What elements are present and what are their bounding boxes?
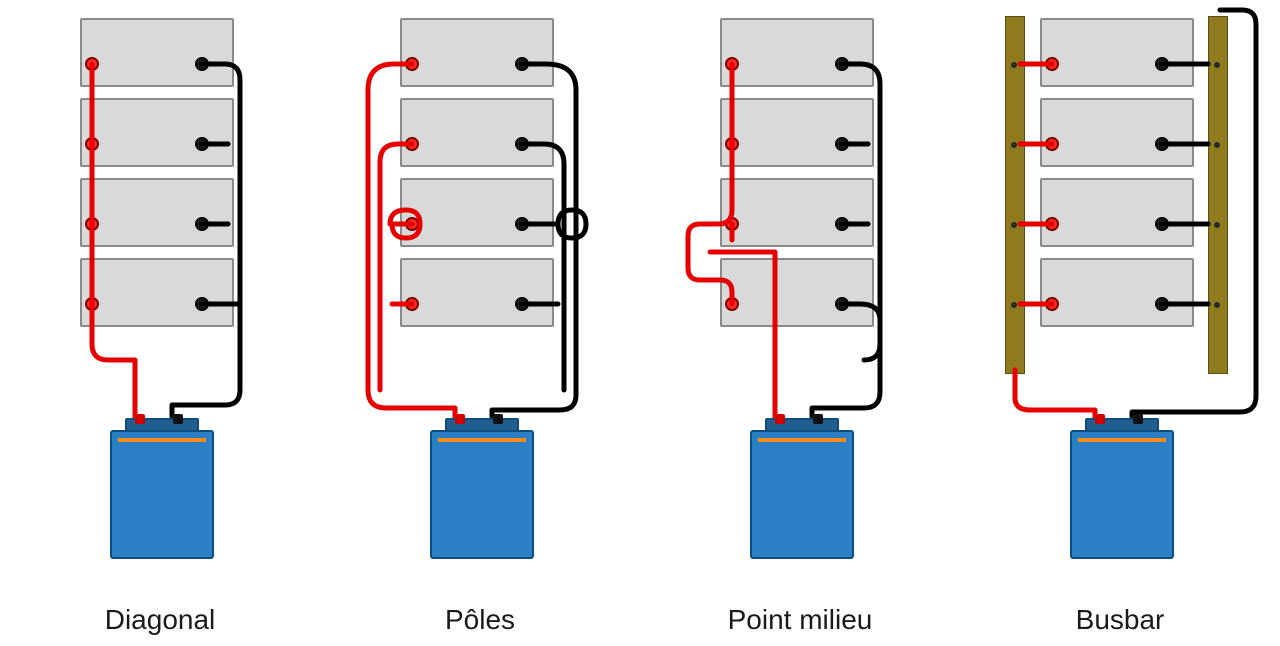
battery [400,18,554,87]
panel-diagonal: Diagonal [0,0,320,646]
battery [80,18,234,87]
inverter-positive-post [455,414,465,424]
wire-negative [558,210,586,238]
battery [720,258,874,327]
battery-positive-terminal [405,217,419,231]
battery-negative-terminal [1155,137,1169,151]
inverter-positive-post [1095,414,1105,424]
battery [400,98,554,167]
battery-negative-terminal [835,57,849,71]
battery [80,258,234,327]
battery-negative-terminal [1155,297,1169,311]
battery-positive-terminal [1045,217,1059,231]
busbar-screw [1011,222,1017,228]
panel-poles: Pôles [320,0,640,646]
battery-positive-terminal [725,217,739,231]
panel-label: Busbar [960,604,1280,636]
panel-label: Pôles [320,604,640,636]
battery-positive-terminal [405,57,419,71]
inverter-positive-post [775,414,785,424]
diagram-page: DiagonalPôlesPoint milieuBusbar [0,0,1280,646]
battery-positive-terminal [1045,297,1059,311]
battery-positive-terminal [85,57,99,71]
battery-negative-terminal [1155,217,1169,231]
battery [1040,18,1194,87]
busbar-screw [1214,302,1220,308]
battery [80,178,234,247]
battery-negative-terminal [195,217,209,231]
battery-negative-terminal [515,137,529,151]
battery-negative-terminal [515,217,529,231]
busbar-screw [1011,142,1017,148]
battery-positive-terminal [85,137,99,151]
inverter-negative-post [813,414,823,424]
busbar-screw [1214,142,1220,148]
battery-negative-terminal [515,297,529,311]
inverter [430,430,534,559]
busbar-screw [1011,62,1017,68]
busbar [1208,16,1228,374]
battery [1040,178,1194,247]
battery [1040,98,1194,167]
inverter-negative-post [493,414,503,424]
battery [400,178,554,247]
inverter [110,430,214,559]
battery [720,178,874,247]
battery [80,98,234,167]
panel-label: Point milieu [640,604,960,636]
battery-positive-terminal [85,297,99,311]
battery [1040,258,1194,327]
busbar [1005,16,1025,374]
busbar-screw [1214,222,1220,228]
battery-negative-terminal [835,297,849,311]
battery [720,98,874,167]
battery-positive-terminal [405,137,419,151]
inverter [750,430,854,559]
battery-positive-terminal [1045,137,1059,151]
busbar-screw [1011,302,1017,308]
battery-positive-terminal [725,137,739,151]
battery-positive-terminal [1045,57,1059,71]
battery-negative-terminal [195,57,209,71]
wire-positive [1015,370,1095,420]
battery-negative-terminal [195,137,209,151]
battery-positive-terminal [85,217,99,231]
busbar-screw [1214,62,1220,68]
battery-positive-terminal [725,297,739,311]
inverter-negative-post [1133,414,1143,424]
panel-busbar: Busbar [960,0,1280,646]
battery-positive-terminal [725,57,739,71]
panel-midpoint: Point milieu [640,0,960,646]
panel-label: Diagonal [0,604,320,636]
battery-negative-terminal [195,297,209,311]
battery-negative-terminal [515,57,529,71]
inverter-negative-post [173,414,183,424]
battery-negative-terminal [835,137,849,151]
battery [720,18,874,87]
battery-positive-terminal [405,297,419,311]
inverter [1070,430,1174,559]
battery-negative-terminal [835,217,849,231]
battery-negative-terminal [1155,57,1169,71]
battery [400,258,554,327]
inverter-positive-post [135,414,145,424]
